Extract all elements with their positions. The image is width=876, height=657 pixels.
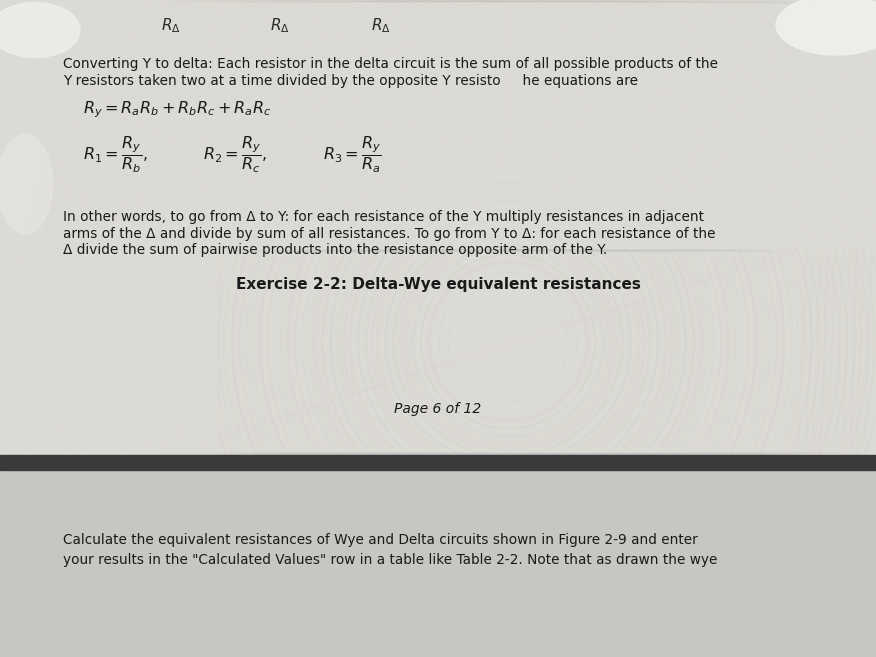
Bar (0, 0, 876, 455)
Text: Converting Y to delta: Each resistor in the delta circuit is the sum of all poss: Converting Y to delta: Each resistor in … (63, 57, 718, 71)
Text: $R_2 = \dfrac{R_y}{R_c},$: $R_2 = \dfrac{R_y}{R_c},$ (203, 135, 267, 175)
Ellipse shape (0, 3, 80, 58)
Ellipse shape (0, 134, 53, 234)
Text: your results in the "Calculated Values" row in a table like Table 2-2. Note that: your results in the "Calculated Values" … (63, 553, 717, 567)
Text: Y resistors taken two at a time divided by the opposite Y resisto     he equatio: Y resistors taken two at a time divided … (63, 74, 638, 87)
Text: Δ divide the sum of pairwise products into the resistance opposite arm of the Y.: Δ divide the sum of pairwise products in… (63, 243, 607, 257)
Text: Page 6 of 12: Page 6 of 12 (394, 402, 482, 416)
Text: $R_y = R_aR_b + R_bR_c + R_aR_c$: $R_y = R_aR_b + R_bR_c + R_aR_c$ (83, 100, 272, 120)
Text: $R_\Delta$: $R_\Delta$ (371, 16, 391, 35)
Text: $R_3 = \dfrac{R_y}{R_a}$: $R_3 = \dfrac{R_y}{R_a}$ (323, 135, 382, 175)
Text: Exercise 2-2: Delta-Wye equivalent resistances: Exercise 2-2: Delta-Wye equivalent resis… (236, 277, 640, 292)
Text: $R_\Delta$: $R_\Delta$ (271, 16, 290, 35)
Ellipse shape (776, 0, 876, 55)
Bar (0, 455, 876, 470)
Text: $R_1 = \dfrac{R_y}{R_b},$: $R_1 = \dfrac{R_y}{R_b},$ (83, 135, 147, 175)
Bar (0, 470, 876, 657)
Text: Calculate the equivalent resistances of Wye and Delta circuits shown in Figure 2: Calculate the equivalent resistances of … (63, 533, 698, 547)
Text: arms of the Δ and divide by sum of all resistances. To go from Y to Δ: for each : arms of the Δ and divide by sum of all r… (63, 227, 716, 240)
Text: In other words, to go from Δ to Y: for each resistance of the Y multiply resista: In other words, to go from Δ to Y: for e… (63, 210, 704, 224)
Text: $R_\Delta$: $R_\Delta$ (161, 16, 180, 35)
